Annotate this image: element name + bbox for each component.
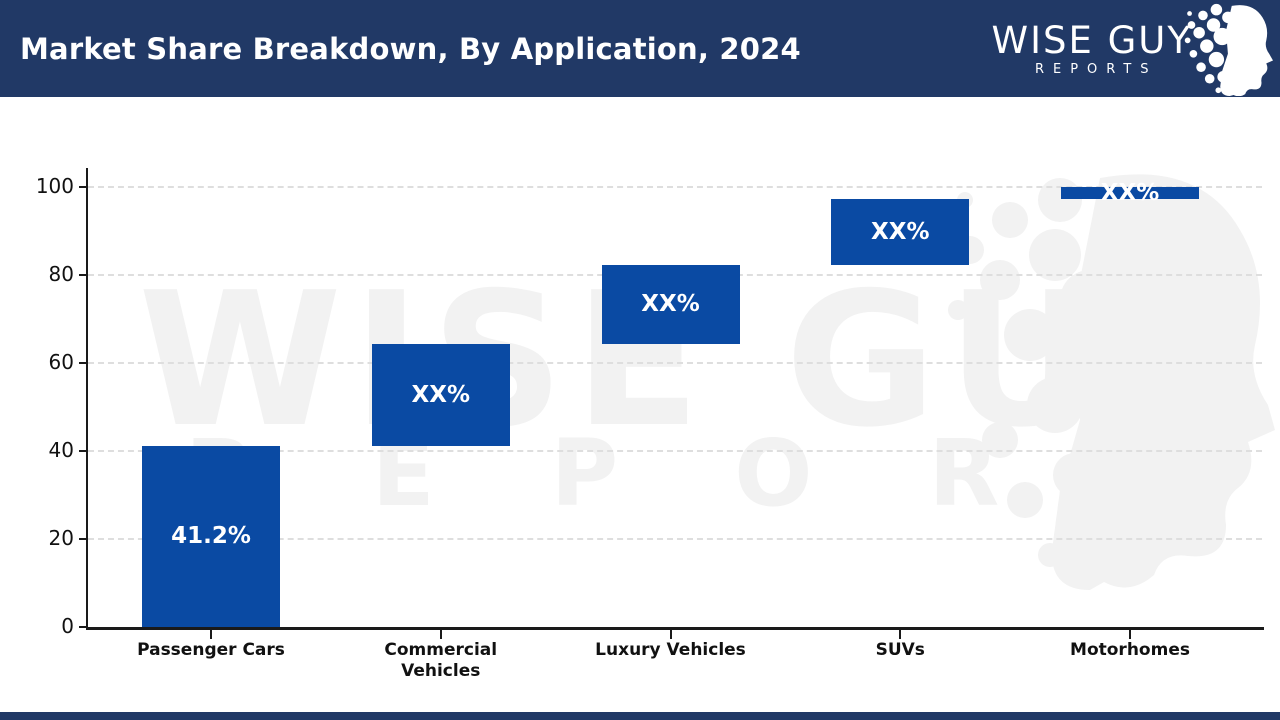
gridline-60 xyxy=(88,362,1262,364)
logo-text-reports: REPORTS xyxy=(1034,61,1158,77)
y-tick-mark xyxy=(79,362,88,364)
y-tick-mark xyxy=(79,274,88,276)
x-tick-mark xyxy=(1129,630,1131,639)
y-axis-line xyxy=(86,168,88,630)
y-tick-label: 80 xyxy=(48,262,74,286)
bar-motorhomes: XX% xyxy=(1061,180,1199,206)
bar-value-label: XX% xyxy=(1100,180,1160,207)
page-title: Market Share Breakdown, By Application, … xyxy=(20,31,801,66)
gridline-40 xyxy=(88,450,1262,452)
x-category-label: Luxury Vehicles xyxy=(595,640,746,660)
x-axis-line xyxy=(86,627,1264,630)
bar-commercial-vehicles: XX% xyxy=(371,343,510,446)
x-category-label: Motorhomes xyxy=(1070,640,1190,660)
bar-value-label: XX% xyxy=(641,291,700,318)
y-tick-mark xyxy=(79,450,88,452)
footer-banner xyxy=(0,712,1280,720)
gridline-100 xyxy=(88,186,1262,188)
bar-value-label: 41.2% xyxy=(171,523,251,550)
logo-text-wise-guy: WISE GUY xyxy=(991,18,1192,62)
x-tick-mark xyxy=(899,630,902,639)
y-tick-label: 100 xyxy=(35,174,74,198)
x-category-label: Commercial Vehicles xyxy=(384,640,498,682)
bar-value-label: XX% xyxy=(870,219,930,246)
bar-suvs: XX% xyxy=(831,199,970,265)
bar-value-label: XX% xyxy=(411,381,470,408)
y-tick-label: 60 xyxy=(48,350,74,374)
x-tick-mark xyxy=(669,630,672,639)
y-tick-label: 40 xyxy=(48,438,74,462)
y-tick-label: 20 xyxy=(48,526,74,550)
y-tick-mark xyxy=(79,186,88,188)
gridline-20 xyxy=(88,538,1262,540)
bar-luxury-vehicles: XX% xyxy=(601,264,740,344)
bar-passenger-cars: 41.2% xyxy=(142,445,280,627)
x-tick-mark xyxy=(210,630,212,639)
header-banner: Market Share Breakdown, By Application, … xyxy=(0,0,1280,97)
wise-guy-logo: WISE GUY REPORTS xyxy=(992,2,1274,96)
y-tick-mark xyxy=(79,538,88,540)
y-tick-mark xyxy=(79,626,88,628)
x-tick-mark xyxy=(439,630,442,639)
watermark-face-icon xyxy=(948,174,1275,590)
y-tick-label: 0 xyxy=(61,614,74,638)
x-category-label: SUVs xyxy=(875,640,925,660)
logo-face-icon xyxy=(1184,3,1273,96)
logo-wordmark: WISE GUY REPORTS xyxy=(992,22,1192,76)
x-category-label: Passenger Cars xyxy=(137,640,285,660)
